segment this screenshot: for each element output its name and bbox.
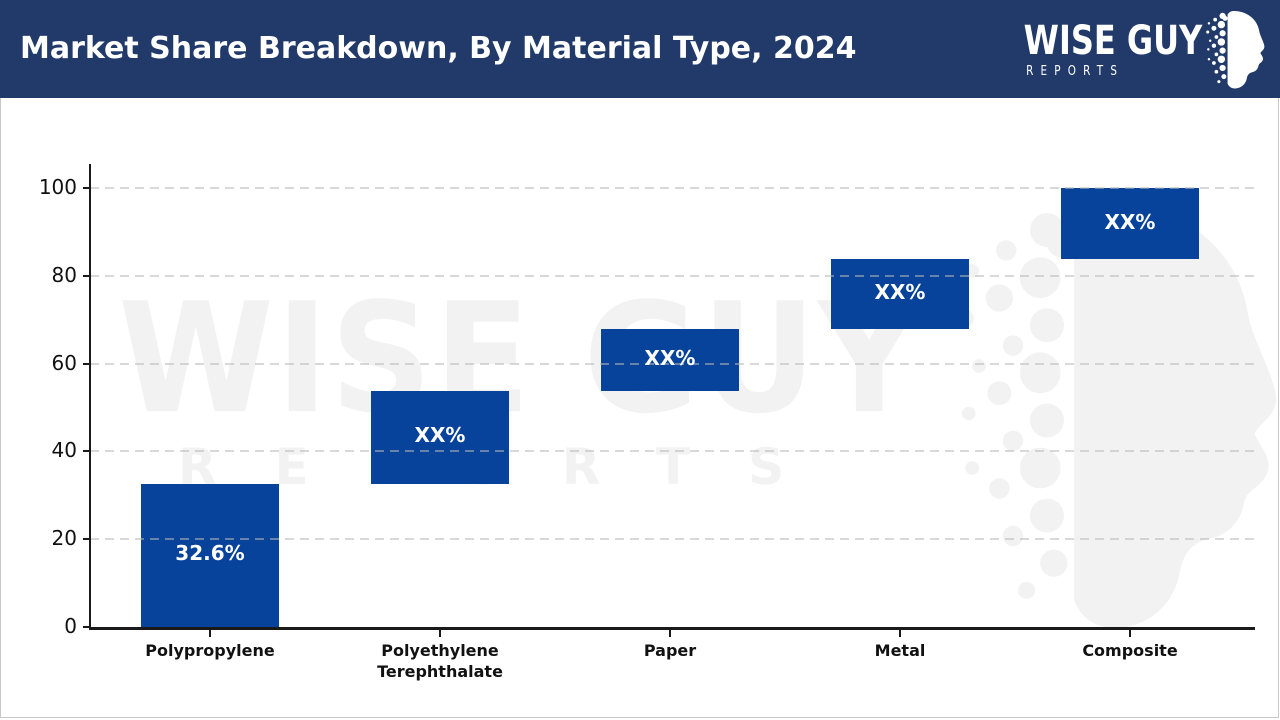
x-axis-tick-5: [1129, 630, 1131, 637]
bar-value-label: XX%: [874, 280, 926, 305]
y-axis-tick-label-80: 80: [51, 262, 77, 287]
y-axis-tick-100: [83, 187, 90, 189]
y-axis-tick-80: [83, 274, 90, 277]
gridline-80: [90, 274, 1254, 277]
x-axis-category-label: Polyethylene Terephthalate: [377, 641, 503, 681]
bar-polypropylene: [141, 483, 279, 627]
x-axis-tick-4: [899, 630, 901, 637]
x-axis-category-label: Composite: [1082, 641, 1178, 660]
wiseguy-head-icon: [1206, 10, 1265, 89]
wiseguy-head-watermark-icon: [956, 202, 1277, 628]
y-axis-tick-0: [83, 626, 90, 628]
bar-value-label: XX%: [1104, 209, 1156, 234]
header-bar: Market Share Breakdown, By Material Type…: [0, 0, 1280, 98]
bar-composite: [1061, 188, 1199, 260]
y-axis-tick-label-100: 100: [38, 175, 77, 199]
x-axis-tick-2: [439, 630, 441, 637]
y-axis-tick-60: [83, 362, 90, 365]
y-axis-line: [89, 164, 91, 630]
y-axis-tick-20: [83, 538, 90, 541]
y-axis-tick-label-20: 20: [51, 526, 77, 551]
x-axis-category-label: Paper: [643, 641, 697, 660]
logo-subtitle: REPORTS: [1025, 64, 1124, 79]
bar-metal: [831, 259, 969, 330]
gridline-40: [90, 450, 1254, 453]
bar-polyethylene-terephthalate: [371, 390, 509, 484]
x-axis-tick-3: [669, 630, 671, 637]
bar-paper: [601, 329, 739, 391]
logo-wordmark: WISE GUY: [1023, 18, 1202, 64]
gridline-100: [90, 187, 1254, 189]
x-axis-category-label: Metal: [874, 641, 926, 660]
y-axis-tick-label-60: 60: [51, 350, 77, 375]
y-axis-tick-label-40: 40: [51, 438, 77, 463]
gridline-60: [90, 362, 1254, 365]
page-title: Market Share Breakdown, By Material Type…: [20, 31, 857, 66]
bar-value-label: 32.6%: [175, 541, 245, 566]
y-axis-tick-label-0: 0: [64, 614, 77, 638]
y-axis-tick-40: [83, 450, 90, 453]
bar-value-label: XX%: [414, 423, 466, 448]
x-axis-category-label: Polypropylene: [145, 641, 275, 660]
bar-value-label: XX%: [644, 346, 696, 371]
watermark-line1: WISE GUY: [118, 270, 923, 447]
logo-text: WISE GUY REPORTS: [1023, 21, 1202, 79]
x-axis-line: [89, 627, 1255, 630]
gridline-20: [90, 538, 1254, 541]
wiseguy-logo: WISE GUY REPORTS: [979, 6, 1266, 94]
x-axis-tick-1: [209, 630, 211, 637]
